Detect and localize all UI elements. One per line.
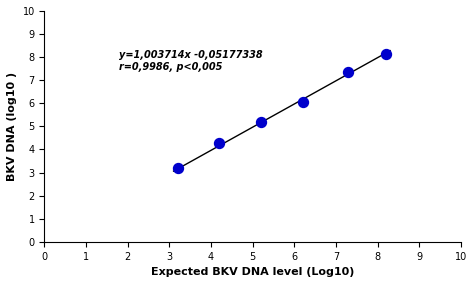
X-axis label: Expected BKV DNA level (Log10): Expected BKV DNA level (Log10) — [151, 267, 355, 277]
Text: y=1,003714x -0,05177338
r=0,9986, p<0,005: y=1,003714x -0,05177338 r=0,9986, p<0,00… — [119, 50, 263, 72]
Point — [257, 120, 265, 124]
Point — [299, 100, 307, 105]
Point — [174, 166, 182, 170]
Y-axis label: BKV DNA (log10 ): BKV DNA (log10 ) — [7, 72, 17, 181]
Point — [345, 70, 352, 74]
Point — [216, 140, 223, 145]
Point — [382, 51, 390, 56]
